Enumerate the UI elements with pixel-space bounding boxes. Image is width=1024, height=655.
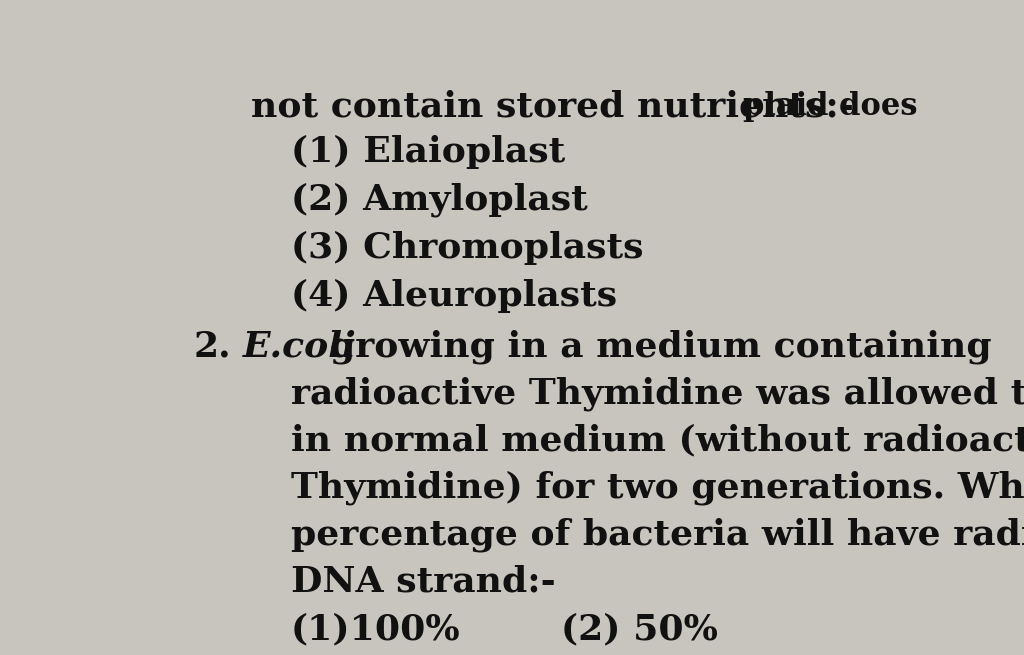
Text: plaid does: plaid does bbox=[743, 91, 918, 122]
Text: percentage of bacteria will have radioactive: percentage of bacteria will have radioac… bbox=[291, 517, 1024, 552]
Text: 2.: 2. bbox=[194, 330, 230, 364]
Text: Thymidine) for two generations. What: Thymidine) for two generations. What bbox=[291, 470, 1024, 505]
Text: (2) Amyloplast: (2) Amyloplast bbox=[291, 182, 588, 217]
Text: (1) Elaioplast: (1) Elaioplast bbox=[291, 135, 565, 169]
Text: growing in a medium containing: growing in a medium containing bbox=[331, 329, 992, 364]
Text: (3) Chromoplasts: (3) Chromoplasts bbox=[291, 231, 643, 265]
Text: DNA strand:-: DNA strand:- bbox=[291, 565, 555, 599]
Text: radioactive Thymidine was allowed to grow: radioactive Thymidine was allowed to gro… bbox=[291, 377, 1024, 411]
Text: in normal medium (without radioactive: in normal medium (without radioactive bbox=[291, 424, 1024, 458]
Text: E.coli: E.coli bbox=[243, 330, 356, 364]
Text: not contain stored nutrients:-: not contain stored nutrients:- bbox=[251, 89, 854, 123]
Text: (1)100%: (1)100% bbox=[291, 613, 461, 647]
Text: (2) 50%: (2) 50% bbox=[560, 613, 718, 647]
Text: (4) Aleuroplasts: (4) Aleuroplasts bbox=[291, 278, 616, 312]
